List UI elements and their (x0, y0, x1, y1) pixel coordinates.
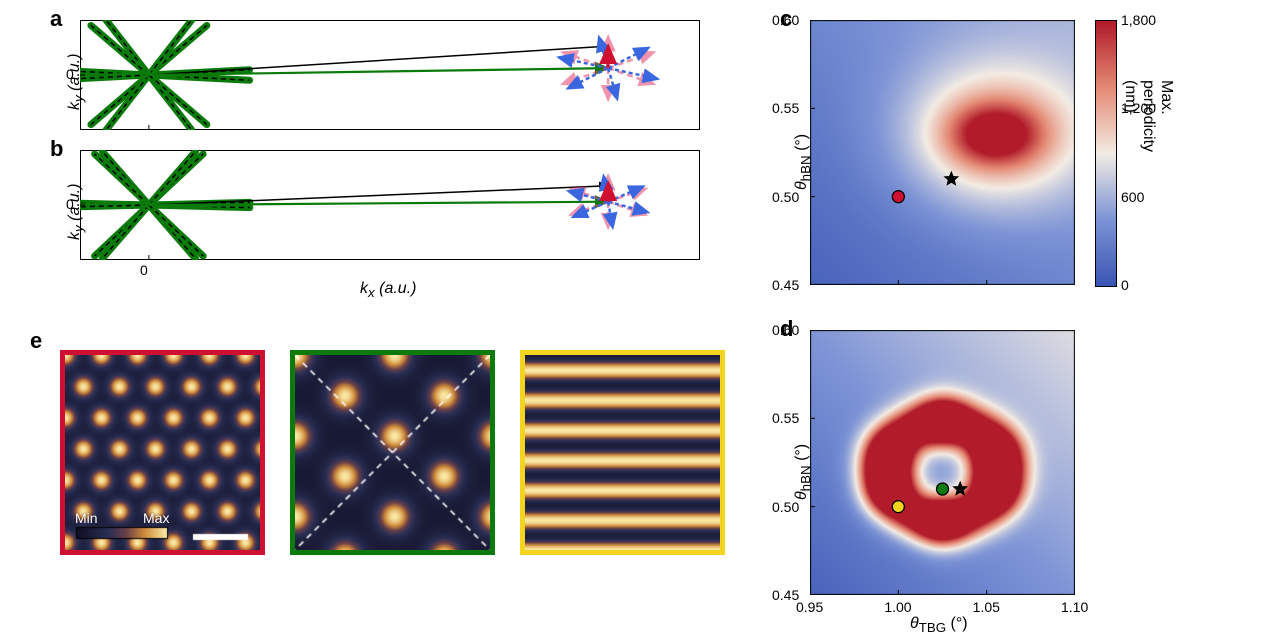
panel-label-e: e (30, 328, 42, 354)
colorbar-tick: 0 (1121, 277, 1129, 293)
stretched-lattice-canvas (295, 355, 490, 550)
ytick: 0.60 (772, 12, 799, 28)
colorbar-tick: 1,200 (1121, 100, 1156, 116)
theta-hbn-label-d: θhBN (°) (793, 444, 813, 500)
panel-a-plot (80, 20, 700, 130)
panel-b-plot (80, 150, 700, 260)
ytick: 0.55 (772, 410, 799, 426)
panel-c-overlay (810, 20, 1075, 285)
panel-d-overlay (810, 330, 1075, 595)
real-space-tile-stripes (520, 350, 725, 555)
kx-label-text: kx (a.u.) (360, 280, 416, 297)
xtick: 1.10 (1061, 599, 1088, 615)
minmax-label: Min (75, 510, 98, 526)
colorbar-title: Max. periodicity (nm) (1121, 80, 1175, 174)
real-space-tile-stretched (290, 350, 495, 555)
theta-hbn-label-c: θhBN (°) (793, 134, 813, 190)
stripes-canvas (525, 355, 720, 550)
panel-label-b: b (50, 136, 63, 162)
ytick: 0.60 (772, 322, 799, 338)
figure-root: a b c d e ky (a.u.) 0 ky (a.u.) 0 0 kx (… (0, 0, 1269, 640)
ytick: 0.50 (772, 499, 799, 515)
colorbar-tick: 600 (1121, 189, 1144, 205)
ytick: 0.55 (772, 100, 799, 116)
ytick: 0.50 (772, 189, 799, 205)
panel-label-a: a (50, 6, 62, 32)
kx-zero-b: 0 (140, 262, 148, 278)
xtick: 1.00 (884, 599, 911, 615)
ky-zero-b: 0 (66, 196, 74, 212)
theta-hbn-label-c-text: θhBN (°) (793, 134, 810, 190)
colorbar-tick: 1,800 (1121, 12, 1156, 28)
xtick: 1.05 (973, 599, 1000, 615)
kx-label: kx (a.u.) (360, 280, 416, 300)
colorbar (1095, 20, 1117, 287)
ky-zero-a: 0 (66, 66, 74, 82)
theta-tbg-label-text: θTBG (°) (910, 615, 968, 632)
xtick: 0.95 (796, 599, 823, 615)
theta-hbn-label-d-text: θhBN (°) (793, 444, 810, 500)
theta-tbg-label: θTBG (°) (910, 615, 968, 635)
minmax-label: Max (143, 510, 169, 526)
ytick: 0.45 (772, 277, 799, 293)
